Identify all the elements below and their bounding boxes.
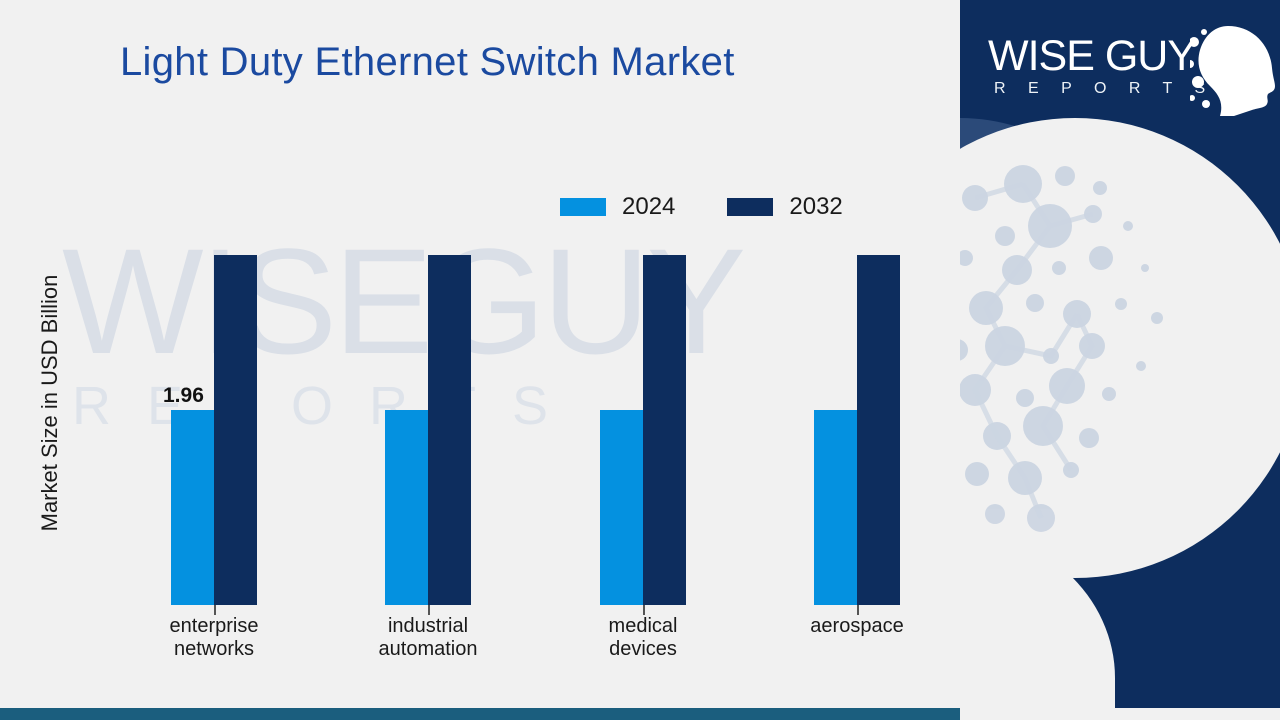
- neural-dots-pattern: [960, 118, 1280, 578]
- logo-subtitle: R E P O R T S: [994, 80, 1215, 97]
- bar-2032-0[interactable]: [214, 255, 257, 605]
- x-axis-category-label-1: industrial automation: [328, 615, 528, 661]
- brand-panel: [960, 0, 1280, 708]
- legend-item-2032[interactable]: 2032: [727, 193, 843, 221]
- cat-line-1: enterprise: [169, 615, 259, 637]
- plot-area: 1.96 enterprise networks industrial automati…: [114, 255, 957, 661]
- legend-item-2024[interactable]: 2024: [560, 193, 675, 221]
- logo-face-icon: [1190, 26, 1275, 116]
- x-axis-tick-3: [857, 605, 859, 615]
- bar-2032-2[interactable]: [643, 255, 686, 605]
- cat-line-2: networks: [173, 638, 255, 660]
- bottom-accent-strip: [0, 708, 960, 720]
- legend-label-2024: 2024: [622, 193, 676, 220]
- cat-line-1: aerospace: [810, 615, 904, 637]
- x-axis-tick-1: [428, 605, 430, 615]
- cat-line-1: industrial: [387, 615, 469, 637]
- x-axis-category-label-0: enterprise networks: [114, 615, 314, 661]
- logo-wordmark: WISE GUY: [988, 32, 1196, 80]
- bar-2032-1[interactable]: [428, 255, 471, 605]
- x-axis-category-label-2: medical devices: [543, 615, 743, 661]
- x-axis-tick-2: [643, 605, 645, 615]
- bar-value-label-2024-0: 1.96: [163, 384, 204, 407]
- chart-legend: 2024 2032: [560, 193, 843, 221]
- bar-2024-3[interactable]: [814, 410, 857, 605]
- legend-swatch-2032: [727, 198, 774, 216]
- x-axis-category-label-3: aerospace: [757, 615, 957, 638]
- cat-line-1: medical: [608, 615, 678, 637]
- x-axis-tick-0: [214, 605, 216, 615]
- cat-line-2: automation: [378, 638, 478, 660]
- bar-2032-3[interactable]: [857, 255, 900, 605]
- cat-line-2: devices: [609, 638, 677, 660]
- wiseguy-logo: WISE GUY R E P O R T S: [980, 26, 1275, 118]
- page-title: Light Duty Ethernet Switch Market: [120, 40, 735, 84]
- bar-2024-0[interactable]: [171, 410, 214, 605]
- bar-chart: Market Size in USD Billion 2024 2032 1.9…: [37, 193, 957, 661]
- bar-2024-1[interactable]: [385, 410, 428, 605]
- legend-label-2032: 2032: [789, 193, 843, 220]
- bar-2024-2[interactable]: [600, 410, 643, 605]
- legend-swatch-2024: [560, 198, 606, 216]
